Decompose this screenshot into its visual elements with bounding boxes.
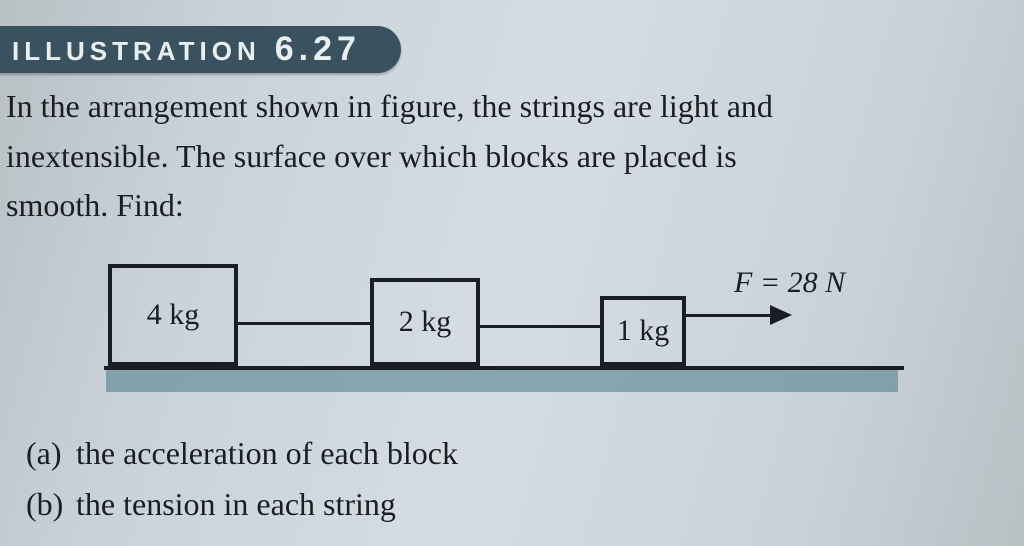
sub-questions: (a) the acceleration of each block (b) t… bbox=[26, 428, 1004, 530]
textbook-page: ILLUSTRATION 6.27 In the arrangement sho… bbox=[0, 0, 1024, 546]
block-4kg: 4 kg bbox=[108, 264, 238, 366]
force-label: F = 28 N bbox=[734, 266, 845, 300]
physics-diagram: 4 kg 2 kg 1 kg F = 28 N bbox=[98, 244, 898, 404]
problem-line: smooth. Find: bbox=[6, 181, 1002, 231]
badge-label: ILLUSTRATION bbox=[12, 36, 261, 67]
force-arrow-shaft bbox=[686, 314, 772, 317]
problem-line: inextensible. The surface over which blo… bbox=[6, 132, 1002, 182]
string-1 bbox=[238, 322, 370, 325]
block-2kg: 2 kg bbox=[370, 278, 480, 366]
question-a: (a) the acceleration of each block bbox=[26, 428, 1004, 479]
block-1kg: 1 kg bbox=[600, 296, 686, 366]
block-mass-label: 2 kg bbox=[399, 305, 452, 339]
problem-statement: In the arrangement shown in figure, the … bbox=[6, 82, 1002, 231]
surface-highlight bbox=[106, 370, 898, 392]
question-marker: (a) bbox=[26, 428, 66, 479]
question-marker: (b) bbox=[26, 479, 66, 530]
force-arrow-head bbox=[770, 305, 792, 325]
surface-line bbox=[104, 366, 904, 370]
block-mass-label: 1 kg bbox=[617, 314, 670, 348]
question-text: the tension in each string bbox=[76, 479, 396, 530]
question-b: (b) the tension in each string bbox=[26, 479, 1004, 530]
problem-line: In the arrangement shown in figure, the … bbox=[6, 82, 1002, 132]
badge-number: 6.27 bbox=[275, 30, 361, 69]
force-label-text: F = 28 N bbox=[734, 266, 845, 299]
illustration-badge: ILLUSTRATION 6.27 bbox=[0, 26, 401, 73]
question-text: the acceleration of each block bbox=[76, 428, 458, 479]
string-2 bbox=[480, 325, 600, 328]
block-mass-label: 4 kg bbox=[147, 298, 200, 332]
